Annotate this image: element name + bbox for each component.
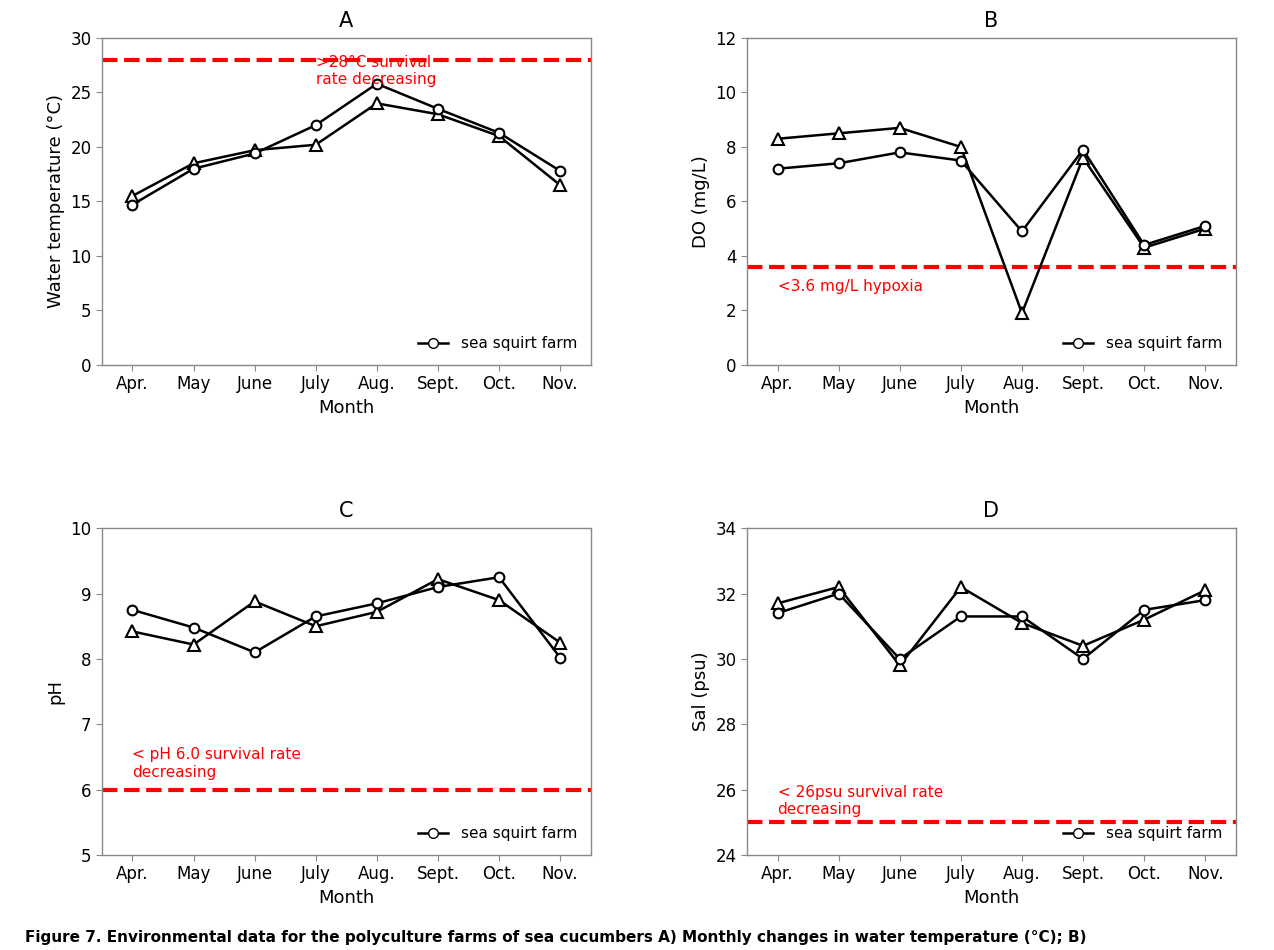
X-axis label: Month: Month: [963, 399, 1019, 417]
Legend: sea squirt farm: sea squirt farm: [1056, 820, 1228, 847]
Y-axis label: Water temperature (°C): Water temperature (°C): [47, 94, 65, 309]
Text: >28°C survival
rate decreasing: >28°C survival rate decreasing: [316, 54, 436, 87]
Y-axis label: DO (mg/L): DO (mg/L): [692, 155, 710, 248]
Text: < pH 6.0 survival rate
decreasing: < pH 6.0 survival rate decreasing: [132, 748, 302, 780]
X-axis label: Month: Month: [318, 399, 375, 417]
Y-axis label: pH: pH: [47, 679, 65, 704]
Text: <3.6 mg/L hypoxia: <3.6 mg/L hypoxia: [777, 279, 922, 294]
X-axis label: Month: Month: [318, 889, 375, 907]
Legend: sea squirt farm: sea squirt farm: [1056, 330, 1228, 357]
Title: B: B: [985, 10, 999, 31]
Legend: sea squirt farm: sea squirt farm: [412, 820, 583, 847]
Text: < 26psu survival rate
decreasing: < 26psu survival rate decreasing: [777, 785, 943, 817]
Title: C: C: [339, 501, 354, 522]
Title: D: D: [984, 501, 999, 522]
Legend: sea squirt farm: sea squirt farm: [412, 330, 583, 357]
X-axis label: Month: Month: [963, 889, 1019, 907]
Title: A: A: [339, 10, 353, 31]
Y-axis label: Sal (psu): Sal (psu): [692, 652, 710, 732]
Text: Figure 7. Environmental data for the polyculture farms of sea cucumbers A) Month: Figure 7. Environmental data for the pol…: [25, 930, 1087, 945]
